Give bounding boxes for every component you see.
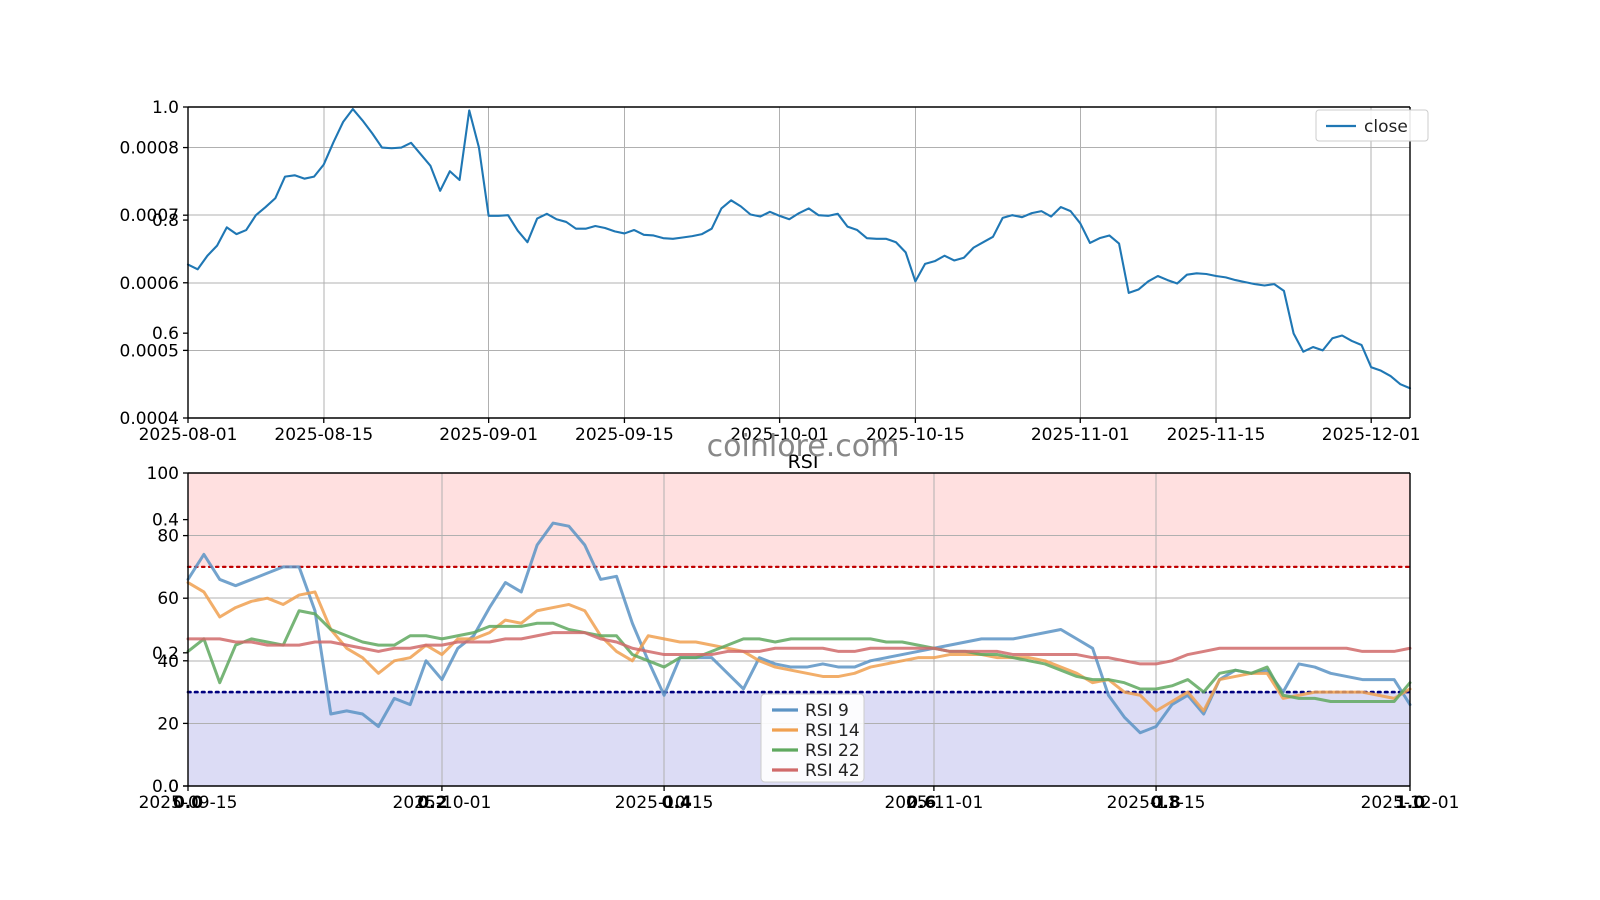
price-plot-background <box>188 107 1410 418</box>
coinlore-watermark: coinlore.com <box>707 429 900 464</box>
price-legend-items[interactable]: close <box>1326 117 1408 137</box>
price-legend-box <box>1315 109 1429 142</box>
rsi-x-tick-label: 2025-12-01 <box>1361 793 1460 813</box>
rsi-legend-label[interactable]: RSI 9 <box>805 701 849 721</box>
rsi-x-tick-label: 2025-10-01 <box>393 793 492 813</box>
rsi-series-line <box>186 581 1412 713</box>
rsi-x-tick-label-secondary: 1.0 <box>1395 793 1425 813</box>
price-y-tick-label-secondary: 0.6 <box>152 324 179 344</box>
price-x-tick-label: 2025-12-01 <box>1322 425 1421 445</box>
rsi-y-tick-label: 40 <box>157 652 179 672</box>
price-legend-label[interactable]: close <box>1364 117 1408 137</box>
rsi-x-tick-label: 2025-09-15 <box>139 793 238 813</box>
price-y-tick-label-secondary: 0.8 <box>152 211 179 231</box>
price-close-series <box>186 107 1412 390</box>
rsi-y-tick-label: 100 <box>147 464 179 484</box>
rsi-legend-box <box>760 693 865 783</box>
price-x-tick-label: 2025-11-15 <box>1167 425 1266 445</box>
rsi-series-line <box>186 631 1412 666</box>
price-x-tick-label: 2025-10-15 <box>866 425 965 445</box>
price-x-tick-label: 2025-09-01 <box>439 425 538 445</box>
price-y-tick-label: 0.0007 <box>120 206 179 226</box>
rsi-y-tick-label: 20 <box>157 714 179 734</box>
rsi-legend-label[interactable]: RSI 42 <box>805 761 860 781</box>
rsi-y-tick-label-secondary: 0.4 <box>152 511 179 531</box>
rsi-x-tick-label: 2025-10-15 <box>615 793 714 813</box>
rsi-x-tick-label-secondary: 0.8 <box>1151 793 1181 813</box>
rsi-y-tick-label-secondary: 0.0 <box>152 777 179 797</box>
price-chart-panel: 0.0004 0.0005 0.0006 0.0007 0.0008 0.6 0.8 1.0… <box>120 98 1429 445</box>
rsi-series-group <box>186 521 1412 735</box>
rsi-x-axis-ticks: 2025-09-150.0 2025-10-010.2 2025-10-150.4 2… <box>139 786 1460 813</box>
rsi-y-axis-secondary-ticks: 0.0 0.2 0.4 <box>152 511 188 797</box>
price-x-tick-label: 2025-11-01 <box>1031 425 1130 445</box>
rsi-x-tick-label-secondary: 0.4 <box>662 793 692 813</box>
price-x-axis-ticks: 2025-08-01 2025-08-15 2025-09-01 2025-09-15… <box>139 418 1421 445</box>
rsi-series-line <box>186 609 1412 703</box>
rsi-y-tick-label: 0 <box>168 777 179 797</box>
rsi-legend-label[interactable]: RSI 14 <box>805 721 860 741</box>
price-y-axis-secondary-ticks: 0.6 0.8 1.0 <box>152 98 188 344</box>
price-y-tick-label-secondary: 1.0 <box>152 98 179 118</box>
price-y-tick-label: 0.0005 <box>120 341 179 361</box>
price-x-tick-label: 2025-08-01 <box>139 425 238 445</box>
rsi-y-tick-label: 60 <box>157 589 179 609</box>
rsi-y-tick-label-secondary: 0.2 <box>152 644 179 664</box>
rsi-panel-title: RSI <box>788 451 819 473</box>
rsi-x-tick-label-secondary: 0.2 <box>417 793 447 813</box>
price-y-axis-primary-ticks: 0.0004 0.0005 0.0006 0.0007 0.0008 <box>120 139 188 429</box>
price-close-line <box>186 107 1412 390</box>
price-x-tick-label: 2025-08-15 <box>274 425 373 445</box>
rsi-legend-label[interactable]: RSI 22 <box>805 741 860 761</box>
rsi-y-tick-label: 80 <box>157 527 179 547</box>
rsi-x-tick-label: 2025-11-15 <box>1107 793 1206 813</box>
price-y-tick-label: 0.0006 <box>120 274 179 294</box>
price-y-tick-label: 0.0008 <box>120 139 179 159</box>
rsi-x-tick-label: 2025-11-01 <box>884 793 983 813</box>
price-legend[interactable]: close <box>1315 109 1429 142</box>
rsi-x-tick-label-secondary: 0.6 <box>906 793 936 813</box>
price-x-tick-label: 2025-10-01 <box>730 425 829 445</box>
price-x-tick-label: 2025-09-15 <box>575 425 674 445</box>
price-y-tick-label: 0.0004 <box>120 409 179 429</box>
rsi-x-tick-label-secondary: 0.0 <box>173 793 203 813</box>
rsi-y-axis-primary-ticks: 0 20 40 60 80 100 <box>147 464 188 797</box>
rsi-overbought-band <box>188 473 1410 567</box>
